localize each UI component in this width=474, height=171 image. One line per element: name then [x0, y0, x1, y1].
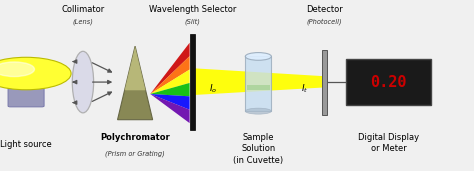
- Text: Light source: Light source: [0, 140, 52, 149]
- Polygon shape: [150, 94, 190, 123]
- Text: (Lens): (Lens): [73, 19, 93, 25]
- Text: (Photocell): (Photocell): [307, 19, 343, 25]
- Bar: [322, 50, 327, 115]
- Bar: [246, 56, 272, 111]
- Bar: [247, 85, 270, 90]
- Polygon shape: [118, 46, 153, 120]
- Polygon shape: [195, 68, 322, 95]
- Text: (Prism or Grating): (Prism or Grating): [105, 150, 165, 157]
- Text: Polychromator: Polychromator: [100, 133, 170, 142]
- Text: $I_t$: $I_t$: [301, 83, 308, 95]
- FancyBboxPatch shape: [346, 59, 431, 105]
- Polygon shape: [150, 43, 190, 94]
- Bar: [190, 34, 195, 130]
- Text: (Slit): (Slit): [184, 19, 201, 25]
- Polygon shape: [150, 70, 190, 94]
- Polygon shape: [150, 56, 190, 94]
- Text: Collimator: Collimator: [61, 5, 105, 14]
- Polygon shape: [150, 83, 190, 96]
- Polygon shape: [150, 94, 190, 110]
- Circle shape: [0, 62, 35, 77]
- FancyBboxPatch shape: [8, 81, 44, 107]
- Text: $I_o$: $I_o$: [209, 83, 218, 95]
- Ellipse shape: [72, 51, 93, 113]
- Text: 0.20: 0.20: [370, 75, 407, 90]
- Polygon shape: [125, 46, 146, 90]
- Text: Sample
Solution
(in Cuvette): Sample Solution (in Cuvette): [233, 133, 283, 165]
- Text: Digital Display
or Meter: Digital Display or Meter: [358, 133, 419, 154]
- Text: Wavelength Selector: Wavelength Selector: [149, 5, 236, 14]
- Text: Detector: Detector: [306, 5, 343, 14]
- Ellipse shape: [246, 53, 272, 60]
- Ellipse shape: [246, 108, 272, 114]
- Circle shape: [0, 57, 71, 90]
